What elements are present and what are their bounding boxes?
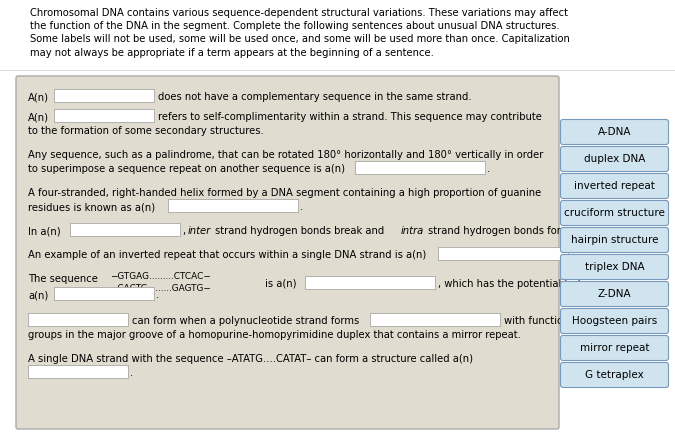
Text: strand hydrogen bonds form.: strand hydrogen bonds form. (428, 226, 574, 236)
Text: Hoogsteen pairs: Hoogsteen pairs (572, 316, 657, 326)
Text: can form when a polynucleotide strand forms: can form when a polynucleotide strand fo… (132, 316, 359, 326)
Text: is a(n): is a(n) (265, 279, 296, 289)
FancyBboxPatch shape (305, 276, 435, 289)
Text: Z-DNA: Z-DNA (597, 289, 631, 299)
Text: triplex DNA: triplex DNA (585, 262, 645, 272)
Text: Any sequence, such as a palindrome, that can be rotated 180° horizontally and 18: Any sequence, such as a palindrome, that… (28, 150, 543, 160)
FancyBboxPatch shape (560, 174, 668, 198)
Text: A-DNA: A-DNA (598, 127, 631, 137)
Text: A single DNA strand with the sequence –ATATG....CATAT– can form a structure call: A single DNA strand with the sequence –A… (28, 354, 473, 364)
FancyBboxPatch shape (560, 282, 668, 306)
FancyBboxPatch shape (438, 247, 568, 260)
FancyBboxPatch shape (16, 76, 559, 429)
FancyBboxPatch shape (70, 223, 180, 236)
Text: with functional: with functional (504, 316, 578, 326)
Text: .: . (130, 368, 133, 378)
Text: Chromosomal DNA contains various sequence-dependent structural variations. These: Chromosomal DNA contains various sequenc… (30, 8, 570, 57)
Text: −CACTC.........GAGTG−: −CACTC.........GAGTG− (110, 284, 211, 293)
FancyBboxPatch shape (560, 254, 668, 280)
Text: to superimpose a sequence repeat on another sequence is a(n): to superimpose a sequence repeat on anot… (28, 164, 345, 174)
Bar (0, 0, 675, 70)
FancyBboxPatch shape (28, 365, 128, 378)
Text: ,: , (183, 226, 189, 236)
Text: , which has the potential to form: , which has the potential to form (438, 279, 601, 289)
Text: A(n): A(n) (28, 92, 49, 102)
Text: In a(n): In a(n) (28, 226, 61, 236)
Text: The sequence: The sequence (28, 274, 98, 284)
Text: .: . (487, 164, 490, 174)
Text: duplex DNA: duplex DNA (584, 154, 645, 164)
Text: An example of an inverted repeat that occurs within a single DNA strand is a(n): An example of an inverted repeat that oc… (28, 250, 426, 260)
Text: hairpin structure: hairpin structure (571, 235, 658, 245)
FancyBboxPatch shape (560, 200, 668, 226)
FancyBboxPatch shape (560, 146, 668, 172)
Text: does not have a complementary sequence in the same strand.: does not have a complementary sequence i… (158, 92, 472, 102)
Text: residues is known as a(n): residues is known as a(n) (28, 202, 155, 212)
Text: a(n): a(n) (28, 290, 48, 300)
Text: inter: inter (188, 226, 211, 236)
Text: .: . (570, 250, 573, 260)
FancyBboxPatch shape (54, 287, 154, 300)
Text: refers to self-complimentarity within a strand. This sequence may contribute: refers to self-complimentarity within a … (158, 112, 542, 122)
FancyBboxPatch shape (370, 313, 500, 326)
Text: inverted repeat: inverted repeat (574, 181, 655, 191)
FancyBboxPatch shape (54, 109, 154, 122)
Text: mirror repeat: mirror repeat (580, 343, 649, 353)
Text: G tetraplex: G tetraplex (585, 370, 644, 380)
FancyBboxPatch shape (54, 89, 154, 102)
Text: A four-stranded, right-handed helix formed by a DNA segment containing a high pr: A four-stranded, right-handed helix form… (28, 188, 541, 198)
Text: intra: intra (401, 226, 425, 236)
Text: .: . (156, 290, 159, 300)
FancyBboxPatch shape (560, 120, 668, 144)
FancyBboxPatch shape (28, 313, 128, 326)
FancyBboxPatch shape (168, 199, 298, 212)
FancyBboxPatch shape (560, 362, 668, 388)
FancyBboxPatch shape (560, 228, 668, 252)
FancyBboxPatch shape (560, 336, 668, 360)
FancyBboxPatch shape (560, 308, 668, 334)
Text: groups in the major groove of a homopurine-homopyrimidine duplex that contains a: groups in the major groove of a homopuri… (28, 330, 521, 340)
Text: .: . (300, 202, 303, 212)
Text: cruciform structure: cruciform structure (564, 208, 665, 218)
Text: A(n): A(n) (28, 112, 49, 122)
FancyBboxPatch shape (355, 161, 485, 174)
Text: −GTGAG.........CTCAC−: −GTGAG.........CTCAC− (110, 272, 211, 281)
Text: to the formation of some secondary structures.: to the formation of some secondary struc… (28, 126, 264, 136)
Text: strand hydrogen bonds break and: strand hydrogen bonds break and (215, 226, 387, 236)
